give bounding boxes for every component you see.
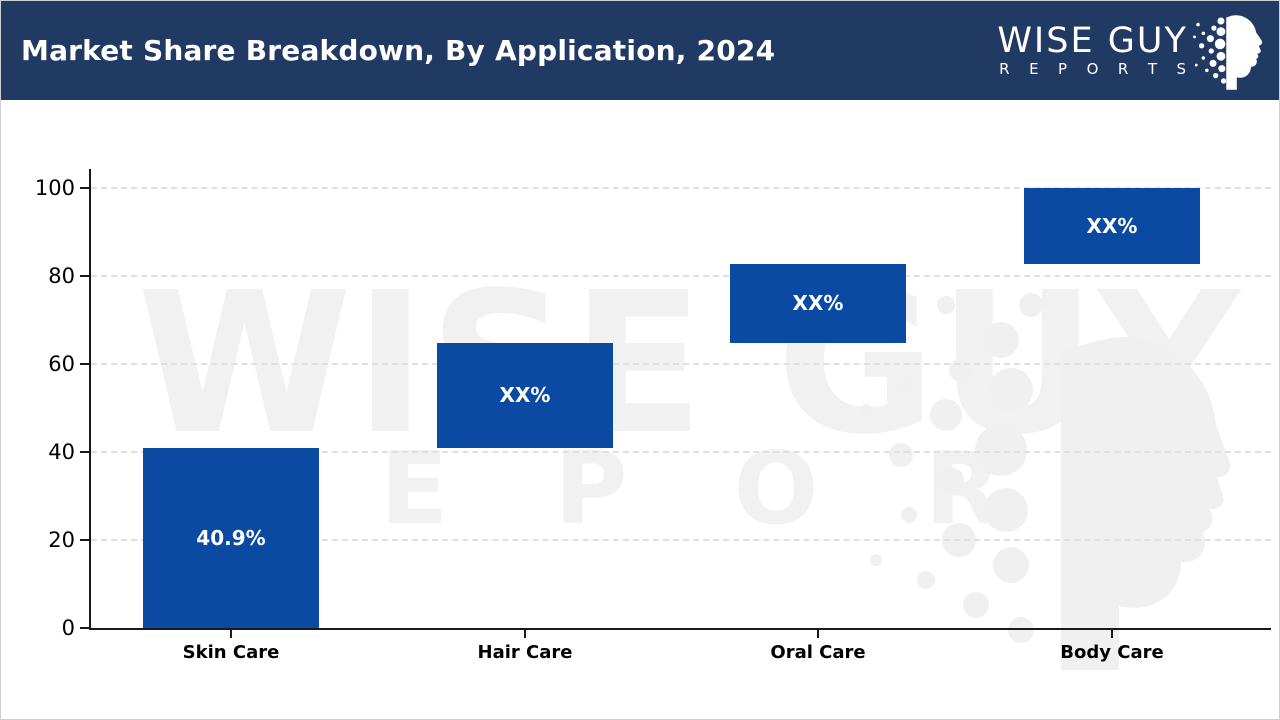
y-tick-label: 40 [48, 440, 75, 464]
wiseguy-logo: WISE GUY R E P O R T S [990, 8, 1265, 94]
x-tick-label: Skin Care [182, 642, 280, 663]
y-tick-80 [80, 275, 89, 277]
x-tick-2 [524, 629, 526, 638]
bar-body-care: XX% [1024, 188, 1200, 265]
y-tick-20 [80, 539, 89, 541]
gridline-60 [91, 363, 1271, 365]
y-tick-100 [80, 187, 89, 189]
bar-hair-care: XX% [437, 342, 613, 449]
header-bar: Market Share Breakdown, By Application, … [1, 1, 1279, 100]
x-tick-4 [1111, 629, 1113, 638]
y-tick-label: 60 [48, 352, 75, 376]
y-axis [89, 169, 91, 630]
y-tick-label: 100 [34, 176, 75, 200]
y-tick-0 [80, 627, 89, 629]
bar-skin-care: 40.9% [143, 448, 319, 628]
y-tick-label: 20 [48, 528, 75, 552]
bar-value-label: XX% [792, 291, 844, 316]
gridline-40 [91, 451, 1271, 453]
logo-wordmark: WISE GUY [997, 20, 1188, 61]
bar-value-label: 40.9% [196, 526, 266, 550]
bar-value-label: XX% [1086, 214, 1138, 239]
y-tick-40 [80, 451, 89, 453]
y-tick-label: 80 [48, 264, 75, 288]
x-tick-label: Hair Care [477, 642, 573, 663]
bar-value-label: XX% [499, 383, 551, 408]
x-tick-label: Body Care [1060, 642, 1164, 663]
logo-head-icon [1193, 14, 1263, 90]
gridline-100 [91, 187, 1271, 189]
x-tick-label: Oral Care [770, 642, 866, 663]
logo-subtitle: R E P O R T S [999, 60, 1195, 79]
bar-oral-care: XX% [730, 264, 906, 343]
y-tick-60 [80, 363, 89, 365]
page-title: Market Share Breakdown, By Application, … [21, 34, 776, 67]
x-tick-3 [817, 629, 819, 638]
gridline-20 [91, 539, 1271, 541]
gridline-80 [91, 275, 1271, 277]
x-axis [89, 628, 1271, 630]
y-tick-label: 0 [61, 616, 75, 640]
x-tick-1 [230, 629, 232, 638]
